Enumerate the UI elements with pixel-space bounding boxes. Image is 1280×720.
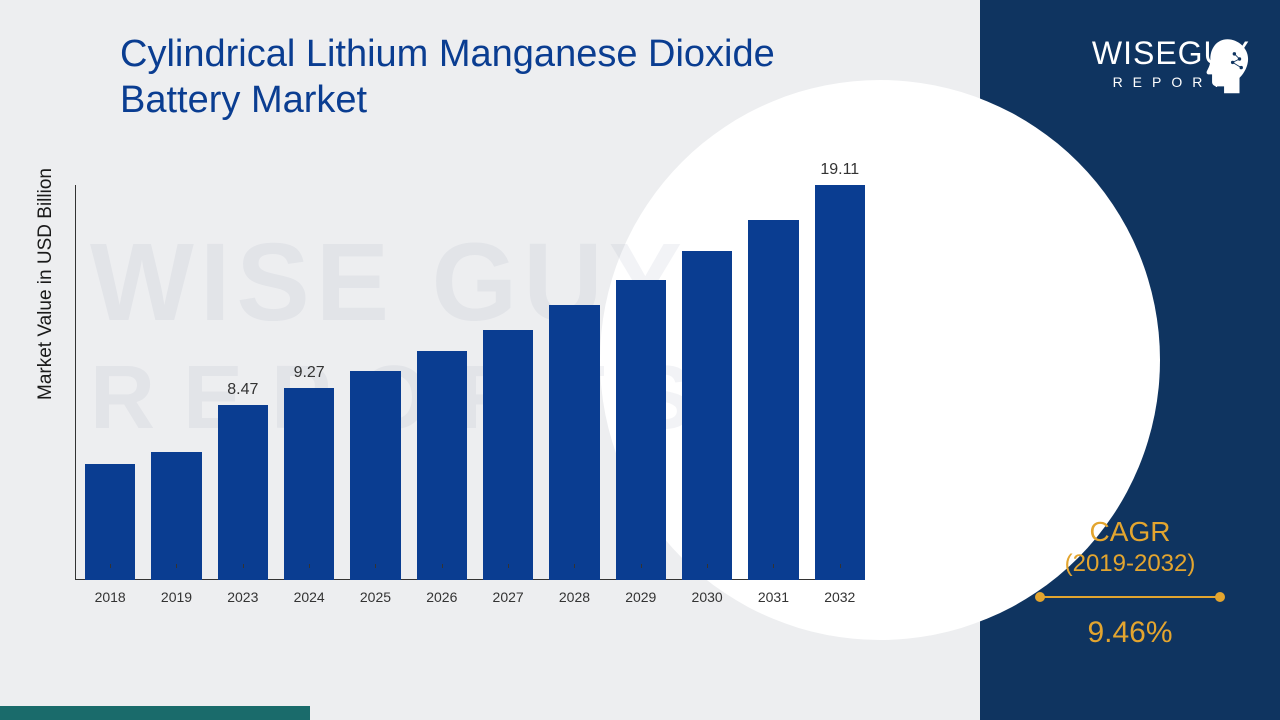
y-axis-label: Market Value in USD Billion [35, 168, 57, 400]
bar [218, 405, 268, 580]
bar-wrap [350, 371, 400, 580]
x-tick-label: 2026 [417, 589, 467, 605]
bar-wrap: 8.47 [218, 405, 268, 580]
bar [350, 371, 400, 580]
bar [85, 464, 135, 580]
bar-wrap: 9.27 [284, 388, 334, 580]
x-tick-label: 2024 [284, 589, 334, 605]
bar [616, 280, 666, 580]
bar [483, 330, 533, 580]
bar [417, 351, 467, 580]
bar-wrap [483, 330, 533, 580]
cagr-divider [1040, 596, 1220, 598]
y-axis-line [75, 185, 76, 580]
bar [549, 305, 599, 580]
bar-wrap [616, 280, 666, 580]
x-tick-label: 2030 [682, 589, 732, 605]
bar [748, 220, 798, 580]
bar-wrap [748, 220, 798, 580]
cagr-value: 9.46% [1020, 616, 1240, 650]
x-tick-label: 2025 [350, 589, 400, 605]
x-tick-label: 2018 [85, 589, 135, 605]
bars-container: 8.47 9.27 19.11 [85, 185, 865, 580]
bar-chart: 8.479.2719.11 20182019202320242025202620… [75, 185, 875, 605]
bar [682, 251, 732, 580]
bar-wrap [682, 251, 732, 580]
x-tick-label: 2023 [218, 589, 268, 605]
bar [284, 388, 334, 580]
bar [815, 185, 865, 580]
x-tick-label: 2028 [549, 589, 599, 605]
bar-value-label: 8.47 [227, 381, 258, 405]
x-tick-label: 2032 [815, 589, 865, 605]
bar-wrap: 19.11 [815, 185, 865, 580]
bar-value-label: 9.27 [294, 364, 325, 388]
logo-wise: WISE [1092, 35, 1178, 71]
x-ticks-container: 2018 2019 2023 2024 2025 2026 2027 2028 2029 2030… [85, 589, 865, 605]
bar-value-label: 19.11 [820, 161, 859, 185]
bar-wrap [417, 351, 467, 580]
cagr-label: CAGR [1020, 516, 1240, 548]
x-tick-label: 2019 [151, 589, 201, 605]
chart-title: Cylindrical Lithium Manganese Dioxide Ba… [120, 32, 820, 123]
cagr-range: (2019-2032) [1020, 550, 1240, 578]
cagr-block: CAGR (2019-2032) 9.46% [1020, 516, 1240, 650]
bar [151, 452, 201, 580]
bar-wrap [151, 452, 201, 580]
head-icon [1200, 35, 1255, 95]
x-tick-label: 2027 [483, 589, 533, 605]
x-tick-label: 2031 [748, 589, 798, 605]
x-tick-label: 2029 [616, 589, 666, 605]
bottom-accent-bar [0, 706, 310, 720]
bar-wrap [85, 464, 135, 580]
logo-block: WISEGUY REPORTS [1092, 35, 1250, 90]
bar-wrap [549, 305, 599, 580]
